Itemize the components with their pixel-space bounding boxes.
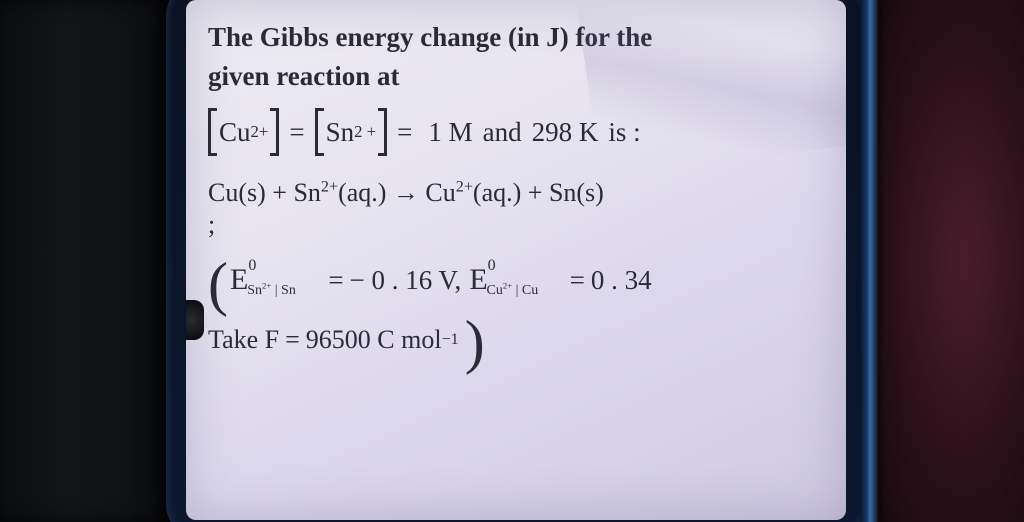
reactant-sn-phase: (aq.) bbox=[338, 178, 386, 207]
bracket-cu2plus: Cu2+ bbox=[208, 108, 279, 156]
e0-sup-2: 0 bbox=[488, 257, 496, 275]
bracket-sn2plus: Sn2 + bbox=[315, 108, 388, 156]
semicolon: ; bbox=[208, 210, 824, 240]
take-f-label: Take F bbox=[208, 325, 279, 355]
plus-1: + bbox=[272, 178, 287, 207]
reactant-cu: Cu(s) bbox=[208, 178, 266, 207]
equals-f: = bbox=[279, 325, 306, 355]
page-tab-nub bbox=[186, 300, 204, 340]
prompt-line-1: The Gibbs energy change (in J) for the bbox=[208, 22, 652, 52]
e-symbol-2: E bbox=[469, 263, 487, 296]
word-is: is : bbox=[608, 117, 640, 148]
e0-sub-cu: Cu2+ | Cu bbox=[487, 283, 539, 299]
e0-cu: E 0 Cu2+ | Cu bbox=[469, 263, 487, 297]
equals-e1: = bbox=[328, 265, 343, 296]
e-symbol-1: E bbox=[230, 263, 248, 296]
equals-e2: = bbox=[570, 265, 585, 296]
reactant-sn-base: Sn bbox=[293, 178, 320, 207]
e0-sn: E 0 Sn2+ | Sn bbox=[230, 263, 248, 297]
e0-cu-value: 0 . 34 bbox=[585, 265, 658, 296]
reaction-arrow: → bbox=[393, 178, 419, 207]
product-cu-charge: 2+ bbox=[456, 179, 473, 196]
species-cu: Cu bbox=[219, 117, 251, 148]
e0-sn-value: − 0 . 16 V, bbox=[344, 265, 468, 296]
equals-2: = bbox=[391, 117, 418, 148]
prompt-line-2: given reaction at bbox=[208, 61, 399, 91]
question-prompt: The Gibbs energy change (in J) for the g… bbox=[208, 18, 824, 96]
temperature: 298 K bbox=[526, 117, 605, 148]
reactant-sn-charge: 2+ bbox=[321, 179, 338, 196]
tablet-screen: The Gibbs energy change (in J) for the g… bbox=[186, 0, 846, 520]
stylus-pen bbox=[860, 0, 878, 522]
photo-stage: The Gibbs energy change (in J) for the g… bbox=[0, 0, 1024, 522]
tablet-frame: The Gibbs energy change (in J) for the g… bbox=[166, 0, 866, 522]
standard-potentials-row: ( E 0 Sn2+ | Sn = − 0 . 16 V, E 0 Cu2+ |… bbox=[208, 262, 824, 298]
word-and: and bbox=[483, 117, 522, 148]
faraday-value: 96500 C mol bbox=[306, 325, 442, 355]
equals-1: = bbox=[283, 117, 310, 148]
e0-sup-1: 0 bbox=[248, 257, 256, 275]
conc-value: 1 M bbox=[422, 117, 478, 148]
e0-sub-sn: Sn2+ | Sn bbox=[247, 283, 296, 299]
close-paren: ) bbox=[465, 324, 485, 360]
product-cu-phase: (aq.) bbox=[473, 178, 521, 207]
faraday-constant-row: Take F = 96500 C mol−1 ) bbox=[208, 322, 824, 358]
species-sn: Sn bbox=[326, 117, 355, 148]
concentration-condition: Cu2+ = Sn2 + = 1 M and 298 K is : bbox=[208, 108, 824, 156]
open-paren: ( bbox=[208, 266, 228, 302]
background-right bbox=[874, 0, 1024, 522]
reaction-equation: Cu(s) + Sn2+(aq.) → Cu2+(aq.) + Sn(s) bbox=[208, 178, 824, 208]
product-sn: Sn(s) bbox=[549, 178, 604, 207]
plus-2: + bbox=[528, 178, 543, 207]
product-cu-base: Cu bbox=[425, 178, 455, 207]
background-left bbox=[0, 0, 170, 522]
